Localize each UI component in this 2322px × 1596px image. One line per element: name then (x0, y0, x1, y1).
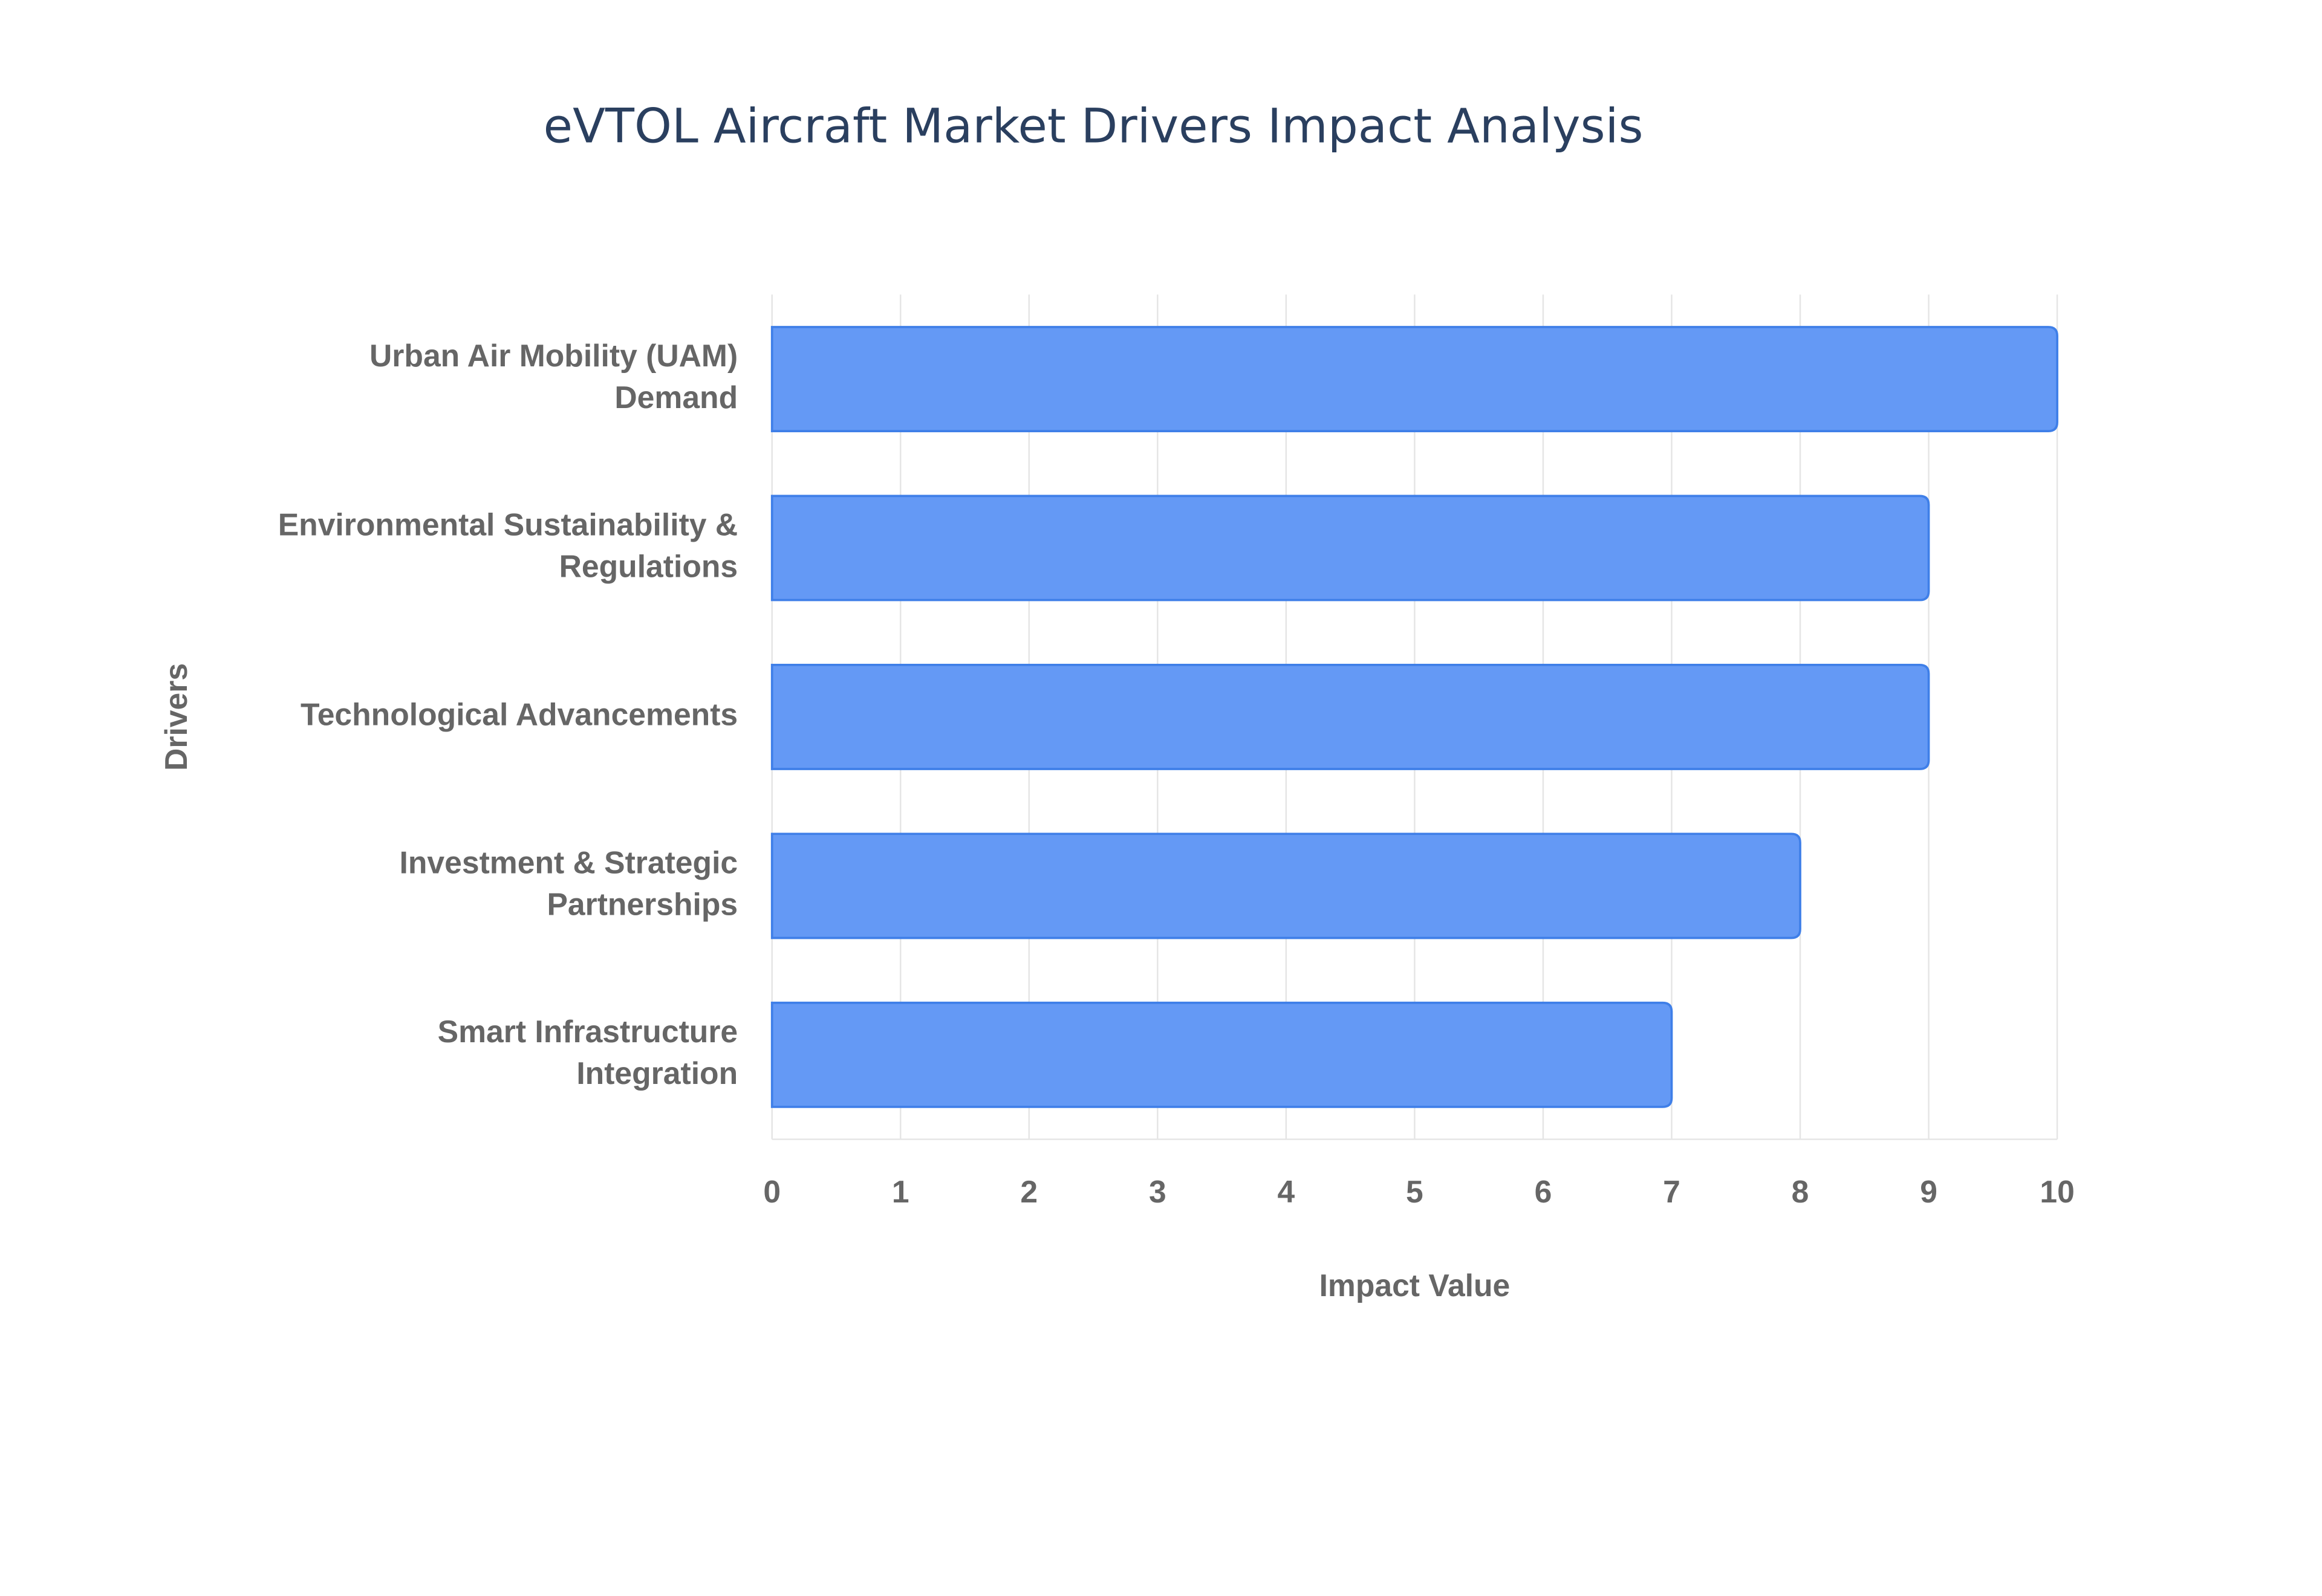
y-axis-title: Drivers (158, 663, 194, 771)
y-tick-label: Smart Infrastructure Integration (438, 1014, 738, 1091)
bar (770, 832, 1801, 939)
x-tick-label: 10 (2040, 1174, 2074, 1209)
bar (770, 495, 1930, 602)
x-axis-title: Impact Value (1319, 1268, 1511, 1303)
x-tick-label: 2 (1020, 1174, 1038, 1209)
bar (770, 1001, 1673, 1108)
x-tick-label: 1 (892, 1174, 909, 1209)
y-tick-label: Environmental Sustainability & Regulation… (278, 507, 738, 584)
x-tick-label: 0 (763, 1174, 781, 1209)
chart-title: eVTOL Aircraft Market Drivers Impact Ana… (544, 99, 1644, 154)
x-tick-label: 9 (1920, 1174, 1937, 1209)
y-tick-label: Investment & Strategic Partnerships (400, 845, 738, 922)
y-tick-label: Technological Advancements (301, 697, 738, 732)
x-tick-label: 6 (1535, 1174, 1552, 1209)
x-tick-label: 5 (1406, 1174, 1423, 1209)
x-tick-label: 4 (1278, 1174, 1295, 1209)
x-tick-label: 8 (1792, 1174, 1809, 1209)
x-tick-label: 3 (1149, 1174, 1166, 1209)
bar (770, 326, 2058, 432)
bar (770, 663, 1930, 770)
x-tick-label: 7 (1663, 1174, 1680, 1209)
y-tick-label: Urban Air Mobility (UAM) Demand (369, 338, 738, 415)
